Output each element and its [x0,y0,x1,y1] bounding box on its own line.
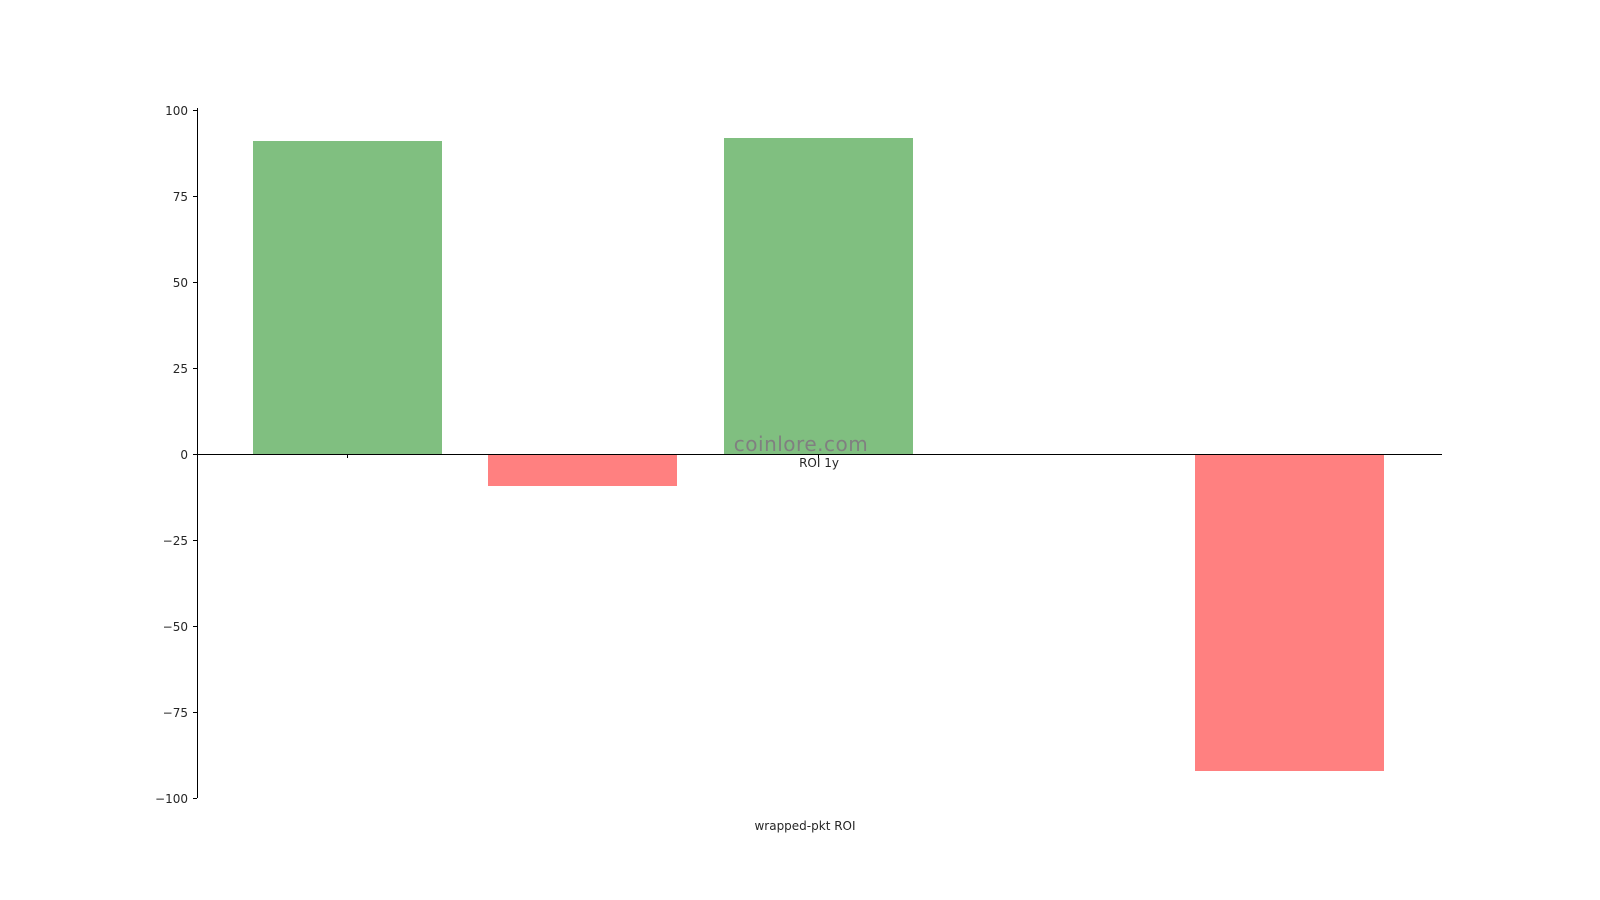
x-tick-mark [347,454,348,458]
bar-slot-1 [488,455,678,486]
y-tick-label: −100 [155,791,188,806]
y-tick-mark [193,626,197,627]
y-tick-mark [193,196,197,197]
y-tick-label: −25 [162,533,188,548]
y-tick-mark [193,540,197,541]
watermark-text: coinlore.com [733,432,869,456]
y-tick-label: −75 [162,705,188,720]
y-tick-mark [193,454,197,455]
bar-slot-4 [1194,455,1384,772]
bar-slot-2 [723,137,913,454]
x-tick-mark [818,454,820,458]
y-tick-label: 0 [180,447,188,462]
y-tick-mark [193,282,197,283]
y-tick-label: −50 [162,619,188,634]
x-axis-zero-line [197,454,1442,455]
y-axis-line [197,108,198,798]
bar-slot-0 [252,140,442,454]
y-tick-mark [193,110,197,111]
y-tick-label: 75 [172,189,188,204]
x-tick-label-roi-1y: ROI 1y [799,456,839,470]
x-axis-title: wrapped-pkt ROI [754,819,856,833]
y-tick-mark [193,798,197,799]
y-tick-label: 50 [172,275,188,290]
y-tick-mark [193,712,197,713]
y-tick-label: 25 [172,361,188,376]
y-tick-mark [193,368,197,369]
y-tick-label: 100 [165,103,188,118]
